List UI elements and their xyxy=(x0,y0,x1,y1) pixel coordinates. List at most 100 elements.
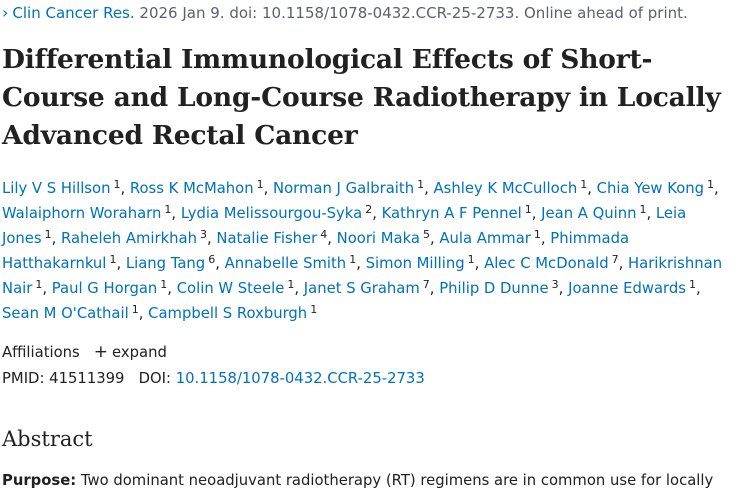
article-title: Differential Immunological Effects of Sh… xyxy=(2,44,721,151)
author-item: Lydia Melissourgou-Syka 2 xyxy=(180,203,373,222)
author-name-link[interactable]: Colin W Steele xyxy=(176,280,285,297)
author-name-link[interactable]: Ashley K McCulloch xyxy=(433,180,578,197)
author-name-link[interactable]: Raheleh Amirkhah xyxy=(61,230,197,247)
author-item: Leia Jones 1 xyxy=(2,205,686,247)
author-item: Philip D Dunne 3 xyxy=(439,278,559,297)
author-affiliation-number[interactable]: 1 xyxy=(417,178,425,191)
abstract-purpose: Purpose: Two dominant neoadjuvant radiot… xyxy=(2,470,742,492)
expand-button[interactable]: expand xyxy=(112,344,167,361)
author-affiliation-number[interactable]: 1 xyxy=(164,203,172,216)
author-affiliation-number[interactable]: 3 xyxy=(551,278,559,291)
author-name-link[interactable]: Norman J Galbraith xyxy=(273,180,415,197)
journal-link[interactable]: Clin Cancer Res. xyxy=(12,4,135,22)
author-name-link[interactable]: Liang Tang xyxy=(125,255,206,272)
affiliations-label: Affiliations xyxy=(2,344,80,361)
pmid-value: 41511399 xyxy=(49,370,125,387)
author-affiliation-number[interactable]: 4 xyxy=(320,228,328,241)
author-affiliation-number[interactable]: 5 xyxy=(422,228,430,241)
author-affiliation-number[interactable]: 1 xyxy=(44,228,52,241)
author-affiliation-number[interactable]: 7 xyxy=(422,278,430,291)
abstract-heading: Abstract xyxy=(2,427,93,451)
author-item: Colin W Steele 1 xyxy=(176,278,295,297)
author-name-link[interactable]: Philip D Dunne xyxy=(439,280,549,297)
author-item: Harikrishnan Nair 1 xyxy=(2,255,722,297)
author-affiliation-number[interactable]: 3 xyxy=(199,228,207,241)
author-affiliation-number[interactable]: 1 xyxy=(639,203,647,216)
purpose-label: Purpose: xyxy=(2,472,77,489)
citation-line: › Clin Cancer Res. 2026 Jan 9. doi: 10.11… xyxy=(2,3,688,22)
doi-label: DOI: xyxy=(138,370,171,387)
author-affiliation-number[interactable]: 1 xyxy=(580,178,588,191)
author-list: Lily V S Hillson 1, Ross K McMahon 1, Norm… xyxy=(2,178,723,322)
identifiers: PMID: 41511399 DOI: 10.1158/1078-0432.CC… xyxy=(2,370,425,387)
author-affiliation-number[interactable]: 1 xyxy=(524,203,532,216)
author-item: Noori Maka 5 xyxy=(336,228,430,247)
author-item: Raheleh Amirkhah 3 xyxy=(61,228,207,247)
author-name-link[interactable]: Sean M O'Cathail xyxy=(2,305,129,322)
author-name-link[interactable]: Alec C McDonald xyxy=(484,255,609,272)
author-name-link[interactable]: Ross K McMahon xyxy=(129,180,254,197)
author-affiliation-number[interactable]: 1 xyxy=(688,278,696,291)
author-affiliation-number[interactable]: 1 xyxy=(707,178,715,191)
author-name-link[interactable]: Campbell S Roxburgh xyxy=(148,305,308,322)
author-affiliation-number[interactable]: 1 xyxy=(287,278,295,291)
author-name-link[interactable]: Walaiphorn Woraharn xyxy=(2,205,162,222)
author-name-link[interactable]: Kathryn A F Pennel xyxy=(381,205,522,222)
pmid-label: PMID: xyxy=(2,370,45,387)
author-name-link[interactable]: Jean A Quinn xyxy=(541,205,637,222)
author-item: Simon Milling 1 xyxy=(365,253,475,272)
author-name-link[interactable]: Simon Milling xyxy=(365,255,465,272)
author-affiliation-number[interactable]: 1 xyxy=(160,278,168,291)
author-item: Janet S Graham 7 xyxy=(303,278,430,297)
author-item: Ashley K McCulloch 1 xyxy=(433,178,588,197)
author-item: Norman J Galbraith 1 xyxy=(273,178,425,197)
author-name-link[interactable]: Joanne Edwards xyxy=(568,280,686,297)
author-item: Paul G Horgan 1 xyxy=(51,278,168,297)
author-affiliation-number[interactable]: 6 xyxy=(208,253,216,266)
author-affiliation-number[interactable]: 1 xyxy=(131,303,139,316)
author-affiliation-number[interactable]: 1 xyxy=(109,253,117,266)
author-name-link[interactable]: Janet S Graham xyxy=(303,280,420,297)
plus-icon[interactable]: + xyxy=(93,342,109,362)
author-affiliation-number[interactable]: 2 xyxy=(365,203,373,216)
author-affiliation-number[interactable]: 1 xyxy=(256,178,264,191)
author-item: Liang Tang 6 xyxy=(125,253,216,272)
author-item: Phimmada Hatthakarnkul 1 xyxy=(2,230,629,272)
author-name-link[interactable]: Noori Maka xyxy=(336,230,420,247)
author-item: Walaiphorn Woraharn 1 xyxy=(2,203,172,222)
author-name-link[interactable]: Aula Ammar xyxy=(439,230,531,247)
purpose-text: Two dominant neoadjuvant radiotherapy (R… xyxy=(76,472,714,489)
author-item: Ross K McMahon 1 xyxy=(129,178,264,197)
author-item: Lily V S Hillson 1 xyxy=(2,178,121,197)
author-affiliation-number[interactable]: 1 xyxy=(310,303,318,316)
author-name-link[interactable]: Leia Jones xyxy=(2,205,687,247)
author-affiliation-number[interactable]: 1 xyxy=(35,278,43,291)
author-item: Alec C McDonald 7 xyxy=(484,253,619,272)
author-name-link[interactable]: Chia Yew Kong xyxy=(596,180,705,197)
author-name-link[interactable]: Natalie Fisher xyxy=(216,230,318,247)
author-name-link[interactable]: Paul G Horgan xyxy=(51,280,158,297)
author-name-link[interactable]: Phimmada Hatthakarnkul xyxy=(2,230,630,272)
author-name-link[interactable]: Annabelle Smith xyxy=(224,255,347,272)
author-item: Sean M O'Cathail 1 xyxy=(2,303,139,322)
author-name-link[interactable]: Harikrishnan Nair xyxy=(2,255,723,297)
author-affiliation-number[interactable]: 1 xyxy=(349,253,357,266)
author-affiliation-number[interactable]: 1 xyxy=(467,253,475,266)
author-name-link[interactable]: Lily V S Hillson xyxy=(2,180,111,197)
author-item: Jean A Quinn 1 xyxy=(541,203,647,222)
author-item: Chia Yew Kong 1 xyxy=(596,178,715,197)
author-affiliation-number[interactable]: 1 xyxy=(113,178,121,191)
author-affiliation-number[interactable]: 7 xyxy=(611,253,619,266)
doi-link[interactable]: 10.1158/1078-0432.CCR-25-2733 xyxy=(175,370,425,387)
author-item: Annabelle Smith 1 xyxy=(224,253,357,272)
author-item: Joanne Edwards 1 xyxy=(568,278,696,297)
author-item: Kathryn A F Pennel 1 xyxy=(381,203,532,222)
author-name-link[interactable]: Lydia Melissourgou-Syka xyxy=(180,205,363,222)
citation-details: 2026 Jan 9. doi: 10.1158/1078-0432.CCR-2… xyxy=(134,4,688,22)
author-item: Natalie Fisher 4 xyxy=(216,228,328,247)
affiliations-toggle[interactable]: Affiliations + expand xyxy=(2,342,167,362)
author-item: Aula Ammar 1 xyxy=(439,228,541,247)
chevron-right-icon[interactable]: › xyxy=(2,3,9,22)
author-affiliation-number[interactable]: 1 xyxy=(533,228,541,241)
